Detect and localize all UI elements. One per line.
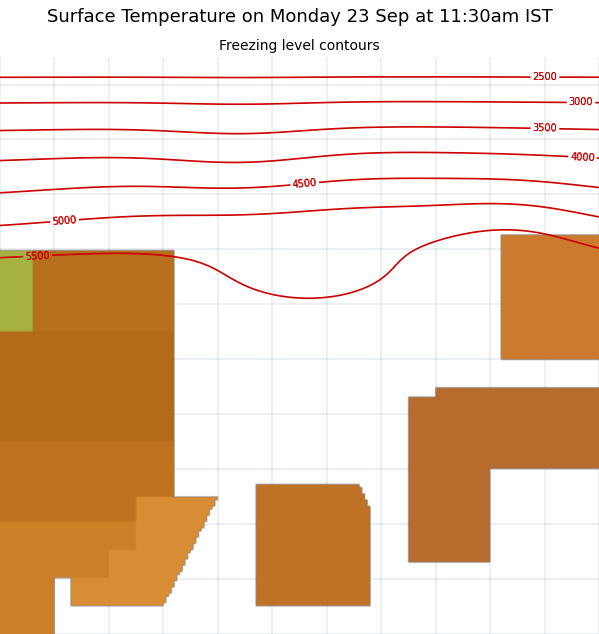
Text: 2500: 2500	[533, 72, 557, 82]
Text: Surface Temperature on Monday 23 Sep at 11:30am IST: Surface Temperature on Monday 23 Sep at …	[47, 8, 552, 26]
Text: 4000: 4000	[570, 152, 595, 163]
Text: 3000: 3000	[568, 98, 593, 108]
Text: 4500: 4500	[292, 178, 317, 190]
Text: 3500: 3500	[533, 123, 557, 134]
Text: 5000: 5000	[52, 215, 77, 227]
Text: 5000: 5000	[52, 215, 77, 227]
Text: Freezing level contours: Freezing level contours	[219, 39, 380, 53]
Text: 2500: 2500	[533, 72, 557, 82]
Text: 4500: 4500	[292, 178, 317, 190]
Text: 4000: 4000	[570, 152, 595, 163]
Text: 5500: 5500	[25, 250, 50, 261]
Text: 5500: 5500	[25, 250, 50, 261]
Text: 3000: 3000	[568, 98, 593, 108]
Text: 3500: 3500	[533, 123, 557, 134]
